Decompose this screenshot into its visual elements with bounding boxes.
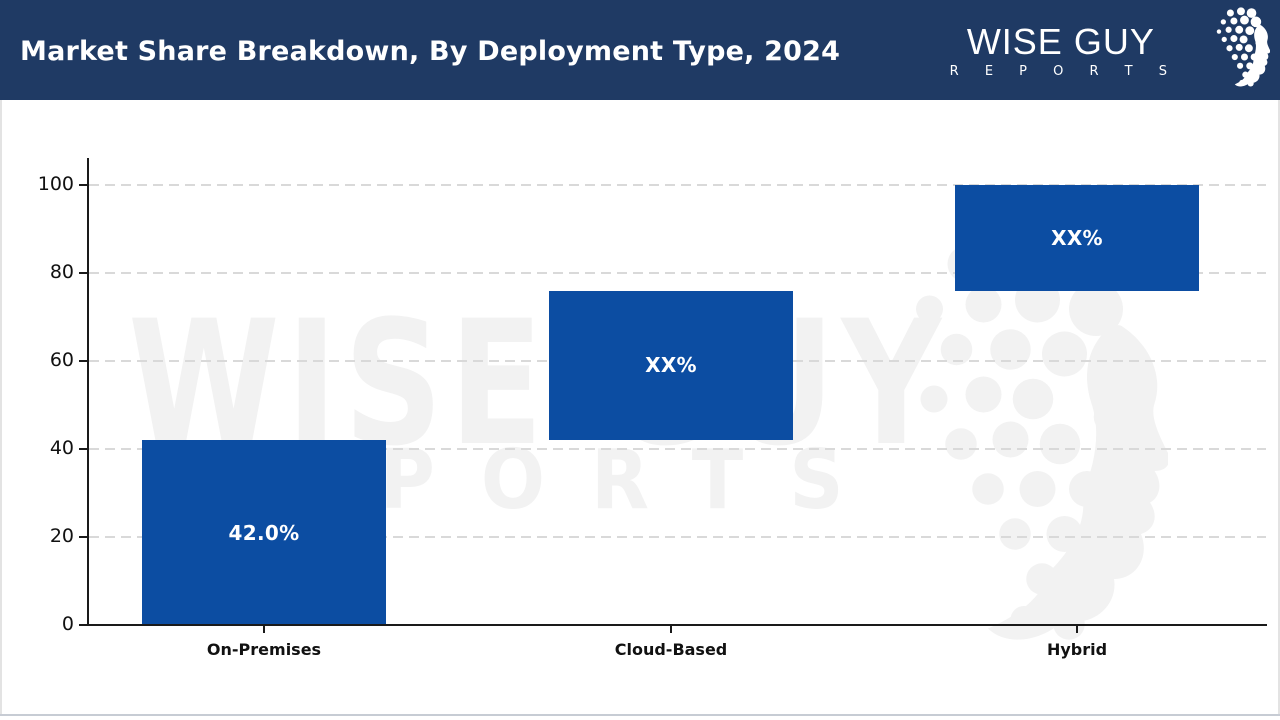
logo-head-icon <box>1216 7 1270 87</box>
y-tick <box>79 272 87 274</box>
logo-subtext: R E P O R T S <box>949 64 1178 79</box>
x-axis-line <box>87 624 1267 626</box>
gridline <box>89 448 1266 450</box>
y-tick <box>79 360 87 362</box>
bar: XX% <box>549 290 793 441</box>
gridline <box>89 272 1266 274</box>
y-tick <box>79 184 87 186</box>
y-tick-label: 60 <box>49 349 74 371</box>
y-tick-label: 20 <box>49 525 74 547</box>
brand-logo: WISE GUY R E P O R T S <box>944 5 1270 95</box>
x-tick <box>263 626 265 633</box>
gridline <box>89 536 1266 538</box>
gridline <box>89 184 1266 186</box>
x-axis-label: Cloud-Based <box>614 640 728 659</box>
y-tick-label: 100 <box>37 173 74 195</box>
logo-wordmark: WISE GUY <box>966 21 1155 62</box>
y-tick <box>79 624 87 626</box>
y-tick-label: 40 <box>49 437 74 459</box>
x-tick <box>1076 626 1078 633</box>
bottom-divider <box>0 714 1280 716</box>
y-tick <box>79 536 87 538</box>
x-axis-label: On-Premises <box>206 640 322 659</box>
x-tick <box>670 626 672 633</box>
chart-area: WISE GUY REPORTS 0 20 40 60 80 100 42.0% On-Pre… <box>0 100 1280 716</box>
y-tick-label: 80 <box>49 261 74 283</box>
bar: 42.0% <box>142 440 386 625</box>
brand-logo-text: WISE GUY R E P O R T S <box>944 21 1178 79</box>
y-tick-label: 0 <box>61 613 74 635</box>
bar-value-label: XX% <box>645 353 697 378</box>
bar: XX% <box>955 185 1199 291</box>
page-title: Market Share Breakdown, By Deployment Ty… <box>20 36 841 67</box>
bar-value-label: XX% <box>1051 225 1103 250</box>
y-tick <box>79 448 87 450</box>
x-axis-label: Hybrid <box>1046 640 1108 659</box>
y-axis-line <box>87 158 89 626</box>
header: Market Share Breakdown, By Deployment Ty… <box>0 0 1280 100</box>
bar-value-label: 42.0% <box>228 520 300 545</box>
